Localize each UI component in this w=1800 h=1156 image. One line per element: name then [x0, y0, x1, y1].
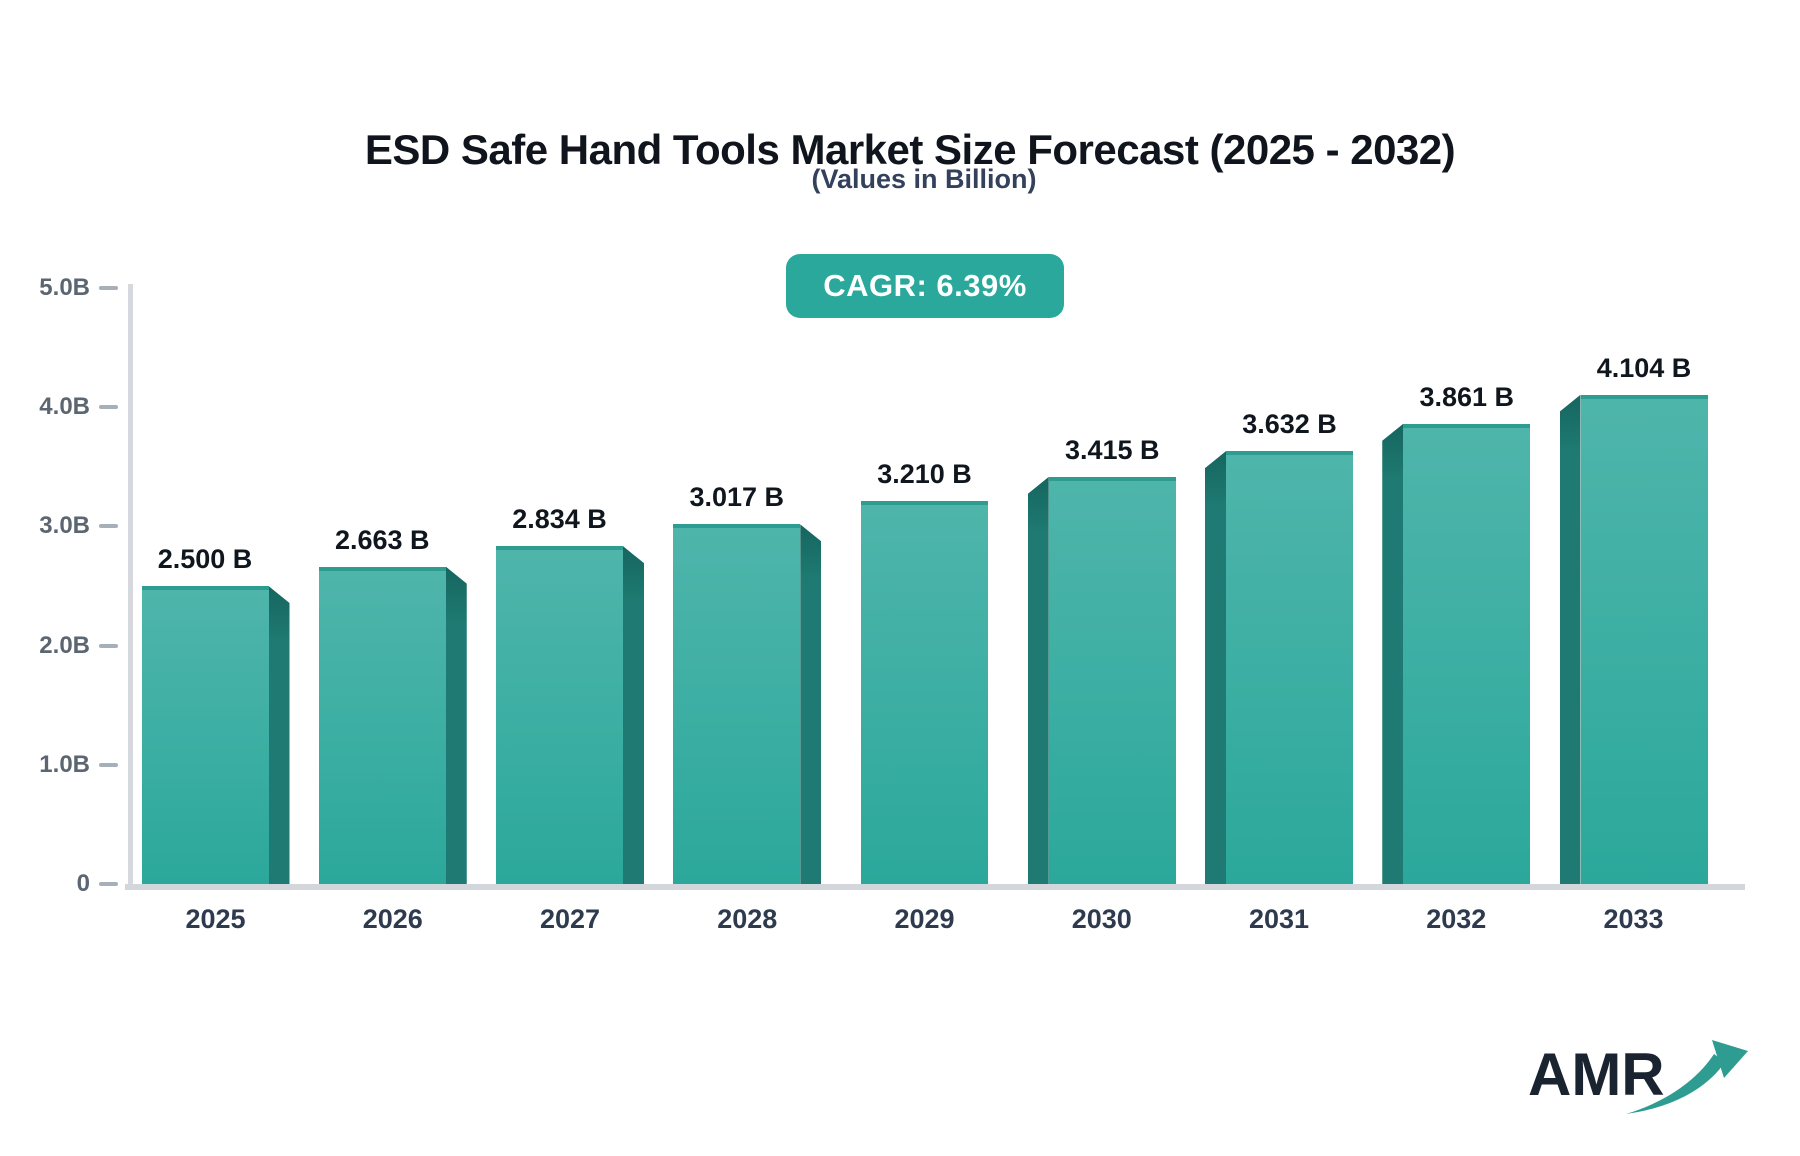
- x-axis-label: 2033: [1603, 904, 1664, 934]
- bar-2026[interactable]: [318, 566, 446, 884]
- bar-side-panel: [445, 566, 467, 884]
- x-axis-label: 2025: [185, 904, 246, 934]
- bar-side-panel: [1205, 451, 1226, 884]
- bar-side-panel: [623, 546, 644, 884]
- bar-2025[interactable]: [141, 586, 269, 884]
- growth-arrow-icon: [1626, 1040, 1748, 1114]
- y-axis-line: [128, 284, 133, 885]
- amr-logo: AMR: [1528, 1032, 1768, 1127]
- y-tick-label: 5.0B: [39, 274, 90, 301]
- y-tick-label: 1.0B: [39, 750, 90, 778]
- bar-2029[interactable]: [861, 501, 988, 884]
- y-tick-mark: [99, 762, 118, 767]
- amr-logo-text: AMR: [1528, 1041, 1665, 1108]
- bar-side-panel: [1382, 423, 1404, 884]
- x-axis-label: 2029: [894, 904, 955, 934]
- bar-side-panel: [1027, 476, 1049, 884]
- bar-value-label: 3.632 B: [1242, 409, 1337, 440]
- bar-side-panel: [1559, 394, 1581, 884]
- x-axis-label: 2032: [1426, 904, 1487, 934]
- bar-value-label: 3.415 B: [1064, 434, 1160, 465]
- x-axis-label: 2030: [1071, 904, 1132, 934]
- bar-side-panel: [800, 524, 822, 884]
- cagr-badge: CAGR: 6.39%: [786, 254, 1064, 318]
- bar-2032[interactable]: [1403, 423, 1531, 884]
- x-axis-baseline: [125, 884, 1745, 890]
- bar-value-label: 4.104 B: [1596, 352, 1692, 383]
- bar-value-label: 2.834 B: [512, 504, 607, 535]
- x-axis-label: 2031: [1248, 904, 1310, 934]
- y-tick-mark: [99, 882, 118, 886]
- x-axis-label: 2028: [717, 904, 778, 934]
- bar-2030[interactable]: [1048, 476, 1176, 884]
- y-tick-mark: [99, 286, 118, 290]
- bar-value-label: 2.663 B: [334, 524, 430, 555]
- bar-value-label: 2.500 B: [157, 544, 253, 574]
- y-tick-label: 0: [76, 870, 90, 897]
- bar-value-label: 3.017 B: [689, 482, 785, 513]
- bar-2031[interactable]: [1226, 451, 1353, 884]
- bar-value-label: 3.210 B: [877, 459, 972, 490]
- y-tick-label: 3.0B: [39, 512, 90, 540]
- y-tick-mark: [99, 524, 118, 529]
- y-tick-mark: [99, 405, 118, 410]
- bar-value-label: 3.861 B: [1419, 381, 1515, 412]
- x-axis-label: 2027: [539, 904, 601, 934]
- bar-2033[interactable]: [1580, 394, 1708, 884]
- chart-subtitle: (Values in Billion): [811, 164, 1037, 194]
- bar-2027[interactable]: [496, 546, 623, 884]
- bar-2028[interactable]: [673, 524, 801, 884]
- y-tick-label: 2.0B: [39, 631, 90, 659]
- bar-side-panel: [268, 586, 290, 884]
- chart-title: ESD Safe Hand Tools Market Size Forecast…: [364, 126, 1456, 174]
- x-axis-label: 2026: [362, 904, 423, 934]
- y-tick-mark: [99, 643, 118, 648]
- cagr-badge-label: CAGR: 6.39%: [823, 268, 1027, 303]
- y-tick-label: 4.0B: [39, 393, 90, 421]
